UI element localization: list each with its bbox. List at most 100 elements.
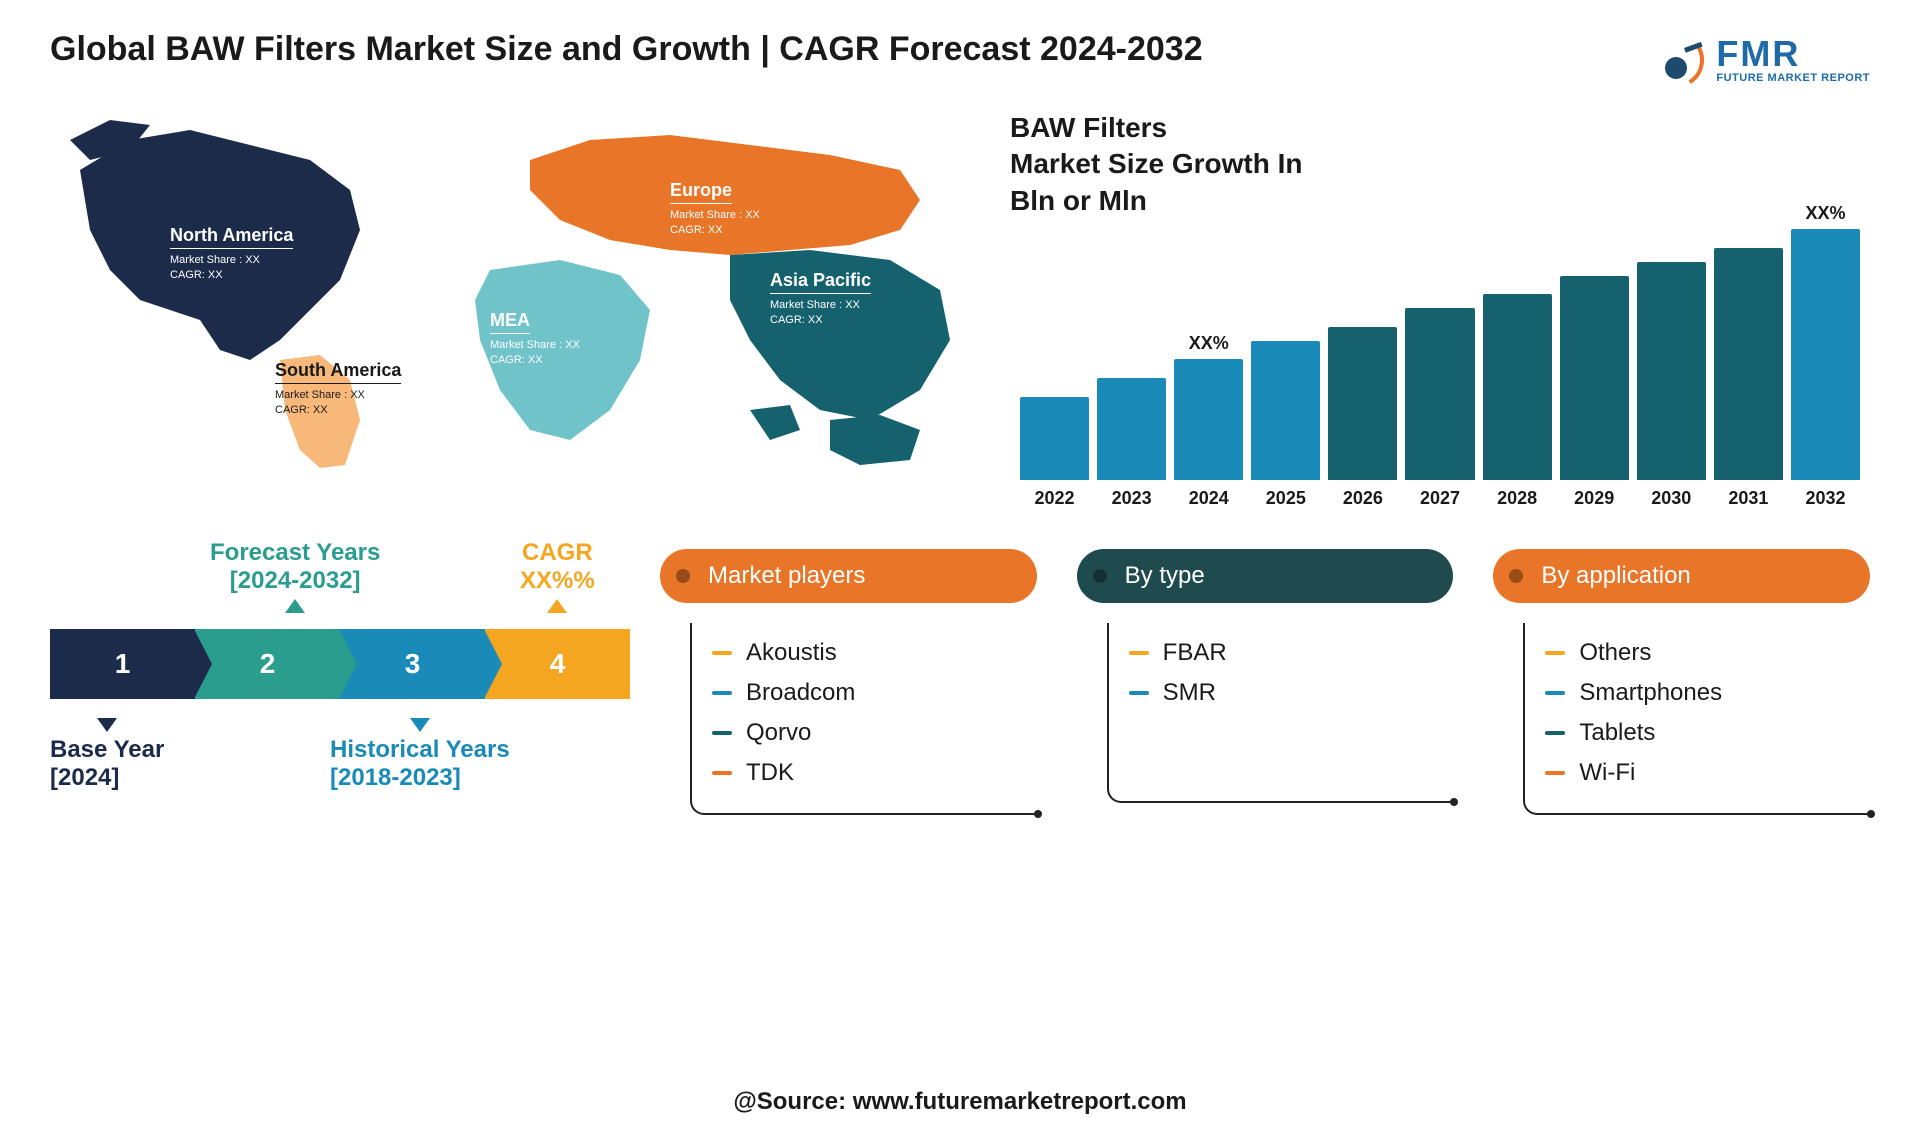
category-title: By application (1541, 562, 1690, 590)
base-year-label: Base Year [2024] (50, 714, 164, 792)
historical-label: Historical Years [2018-2023] (330, 714, 510, 792)
bar-rect (1560, 276, 1629, 480)
item-label: Smartphones (1579, 679, 1722, 707)
list-item: Wi-Fi (1545, 753, 1870, 793)
bar-x-label: 2029 (1574, 488, 1614, 509)
bar-x-label: 2027 (1420, 488, 1460, 509)
region-label-mea: MEAMarket Share : XXCAGR: XX (490, 310, 580, 369)
timeline: Forecast Years [2024-2032] CAGR XX%% 123… (50, 549, 630, 699)
item-label: FBAR (1163, 639, 1227, 667)
category-pill: Market players (660, 549, 1037, 603)
bar-2032: XX%2032 (1791, 229, 1860, 509)
list-item: Akoustis (712, 633, 1037, 673)
bar-x-label: 2031 (1728, 488, 1768, 509)
logo: FMR FUTURE MARKET REPORT (1646, 30, 1870, 90)
item-label: Broadcom (746, 679, 855, 707)
category-by-application: By application Others Smartphones Tablets Wi… (1493, 549, 1870, 815)
logo-text: FMR (1716, 36, 1870, 72)
timeline-seg-4: 4 (485, 629, 630, 699)
bar-x-label: 2022 (1035, 488, 1075, 509)
bar-x-label: 2024 (1189, 488, 1229, 509)
fmr-logo-icon (1646, 30, 1706, 90)
chart-title: BAW Filters Market Size Growth In Bln or… (1010, 110, 1870, 219)
tick-icon (712, 771, 732, 775)
list-item: Smartphones (1545, 673, 1870, 713)
bar-x-label: 2025 (1266, 488, 1306, 509)
bar-2031: 2031 (1714, 248, 1783, 509)
timeline-seg-1: 1 (50, 629, 195, 699)
item-label: Others (1579, 639, 1651, 667)
bar-2023: 2023 (1097, 378, 1166, 509)
category-list: Akoustis Broadcom Qorvo TDK (690, 623, 1037, 815)
bar-rect (1483, 294, 1552, 480)
bar-x-label: 2032 (1805, 488, 1845, 509)
category-list: Others Smartphones Tablets Wi-Fi (1523, 623, 1870, 815)
category-title: By type (1125, 562, 1205, 590)
bar-chart: BAW Filters Market Size Growth In Bln or… (1010, 110, 1870, 509)
bar-2027: 2027 (1405, 308, 1474, 509)
item-label: Tablets (1579, 719, 1655, 747)
tick-icon (1545, 691, 1565, 695)
bar-rect (1174, 359, 1243, 480)
bullet-icon (1509, 569, 1523, 583)
list-item: Broadcom (712, 673, 1037, 713)
cagr-label: CAGR XX%% (520, 539, 595, 617)
bar-annotation: XX% (1805, 203, 1845, 224)
bar-annotation: XX% (1189, 333, 1229, 354)
item-label: Wi-Fi (1579, 759, 1635, 787)
bar-2024: XX%2024 (1174, 359, 1243, 509)
timeline-seg-2: 2 (195, 629, 340, 699)
region-label-asia-pacific: Asia PacificMarket Share : XXCAGR: XX (770, 270, 871, 329)
bar-rect (1791, 229, 1860, 480)
bullet-icon (1093, 569, 1107, 583)
item-label: SMR (1163, 679, 1216, 707)
tick-icon (1129, 651, 1149, 655)
tick-icon (1129, 691, 1149, 695)
bar-x-label: 2030 (1651, 488, 1691, 509)
bar-2030: 2030 (1637, 262, 1706, 509)
bar-2029: 2029 (1560, 276, 1629, 509)
forecast-label: Forecast Years [2024-2032] (210, 539, 380, 617)
world-map: North AmericaMarket Share : XXCAGR: XX So… (50, 110, 970, 470)
tick-icon (1545, 731, 1565, 735)
list-item: Tablets (1545, 713, 1870, 753)
page-title: Global BAW Filters Market Size and Growt… (50, 30, 1203, 69)
category-pill: By type (1077, 549, 1454, 603)
tick-icon (712, 691, 732, 695)
bar-rect (1020, 397, 1089, 481)
logo-subtitle: FUTURE MARKET REPORT (1716, 72, 1870, 84)
bar-2025: 2025 (1251, 341, 1320, 509)
bar-rect (1714, 248, 1783, 480)
region-label-south-america: South AmericaMarket Share : XXCAGR: XX (275, 360, 401, 419)
bar-2026: 2026 (1328, 327, 1397, 509)
bar-2022: 2022 (1020, 397, 1089, 510)
bar-x-label: 2023 (1112, 488, 1152, 509)
bar-rect (1637, 262, 1706, 480)
bar-rect (1097, 378, 1166, 480)
region-label-north-america: North AmericaMarket Share : XXCAGR: XX (170, 225, 293, 284)
bar-x-label: 2028 (1497, 488, 1537, 509)
timeline-seg-3: 3 (340, 629, 485, 699)
region-label-europe: EuropeMarket Share : XXCAGR: XX (670, 180, 760, 239)
list-item: Qorvo (712, 713, 1037, 753)
list-item: Others (1545, 633, 1870, 673)
bar-x-label: 2026 (1343, 488, 1383, 509)
tick-icon (1545, 771, 1565, 775)
item-label: Qorvo (746, 719, 811, 747)
bar-rect (1328, 327, 1397, 480)
tick-icon (1545, 651, 1565, 655)
bar-rect (1405, 308, 1474, 480)
tick-icon (712, 651, 732, 655)
bar-rect (1251, 341, 1320, 480)
tick-icon (712, 731, 732, 735)
list-item: FBAR (1129, 633, 1454, 673)
source-attribution: @Source: www.futuremarketreport.com (733, 1088, 1186, 1116)
category-list: FBAR SMR (1107, 623, 1454, 803)
category-pill: By application (1493, 549, 1870, 603)
list-item: SMR (1129, 673, 1454, 713)
bullet-icon (676, 569, 690, 583)
item-label: TDK (746, 759, 794, 787)
bar-2028: 2028 (1483, 294, 1552, 509)
list-item: TDK (712, 753, 1037, 793)
category-by-type: By type FBAR SMR (1077, 549, 1454, 815)
